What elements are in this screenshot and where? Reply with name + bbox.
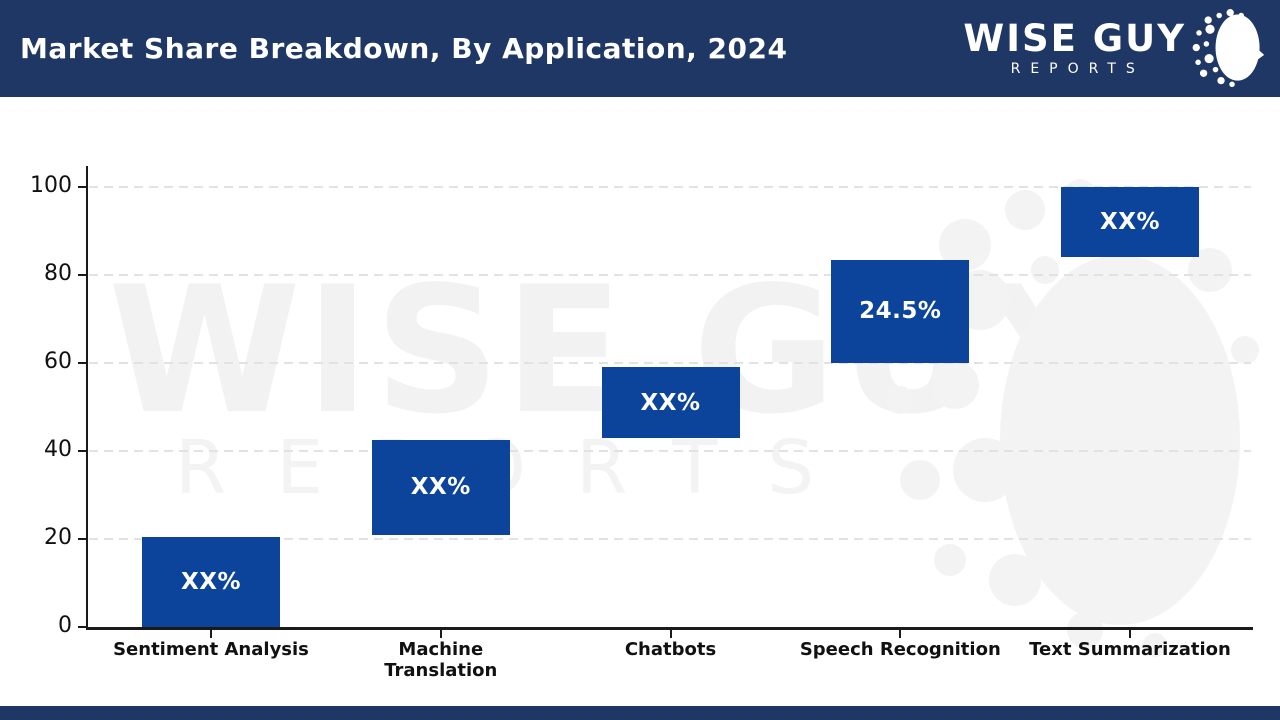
gridline-40 xyxy=(89,450,1251,452)
bar-value-label: XX% xyxy=(1099,209,1160,236)
bar-value-label: XX% xyxy=(640,389,701,416)
y-tick-label-80: 80 xyxy=(44,261,72,286)
x-tick xyxy=(1129,630,1131,638)
y-tick-label-40: 40 xyxy=(44,437,72,462)
x-tick xyxy=(210,630,212,638)
bar-value-label: XX% xyxy=(180,568,241,595)
category-label: Machine Translation xyxy=(384,639,498,682)
footer-bar xyxy=(0,706,1280,720)
y-tick-100 xyxy=(78,186,86,188)
y-tick-20 xyxy=(78,538,86,540)
gridline-60 xyxy=(89,362,1251,364)
category-label: Text Summarization xyxy=(1029,639,1231,660)
x-tick xyxy=(439,630,442,638)
gridline-20 xyxy=(89,538,1251,540)
y-tick-60 xyxy=(78,362,86,364)
category-label: Speech Recognition xyxy=(799,639,1001,660)
y-tick-label-100: 100 xyxy=(30,173,72,198)
page-title: Market Share Breakdown, By Application, … xyxy=(20,32,788,65)
bar-value-label: XX% xyxy=(410,474,471,501)
gridline-100 xyxy=(89,186,1251,188)
y-axis-line xyxy=(86,166,88,629)
brand-head-icon xyxy=(1192,9,1265,88)
brand-subname: REPORTS xyxy=(1010,60,1145,77)
y-tick-label-20: 20 xyxy=(44,525,72,550)
y-tick-label-0: 0 xyxy=(58,613,72,638)
bar-segment[interactable]: XX% xyxy=(142,536,280,627)
bar-segment[interactable]: XX% xyxy=(601,367,740,438)
y-tick-40 xyxy=(78,450,86,452)
bar-segment[interactable]: XX% xyxy=(371,440,510,535)
x-tick xyxy=(899,630,902,638)
brand-name: WISE GUY xyxy=(963,17,1186,61)
bar-segment[interactable]: 24.5% xyxy=(831,259,970,363)
x-tick xyxy=(669,630,672,638)
brand-logo: WISE GUY REPORTS xyxy=(963,6,1266,91)
y-tick-80 xyxy=(78,274,86,276)
y-tick-0 xyxy=(78,626,86,628)
brand-logo-text: WISE GUY REPORTS xyxy=(963,17,1186,77)
category-label: Sentiment Analysis xyxy=(113,639,309,660)
bar-value-label: 24.5% xyxy=(859,298,942,325)
x-axis-line xyxy=(86,627,1253,630)
bar-segment[interactable]: XX% xyxy=(1061,187,1199,258)
header-bar: Market Share Breakdown, By Application, … xyxy=(0,0,1280,97)
y-tick-label-60: 60 xyxy=(44,349,72,374)
category-label: Chatbots xyxy=(624,639,717,660)
gridline-80 xyxy=(89,274,1251,276)
